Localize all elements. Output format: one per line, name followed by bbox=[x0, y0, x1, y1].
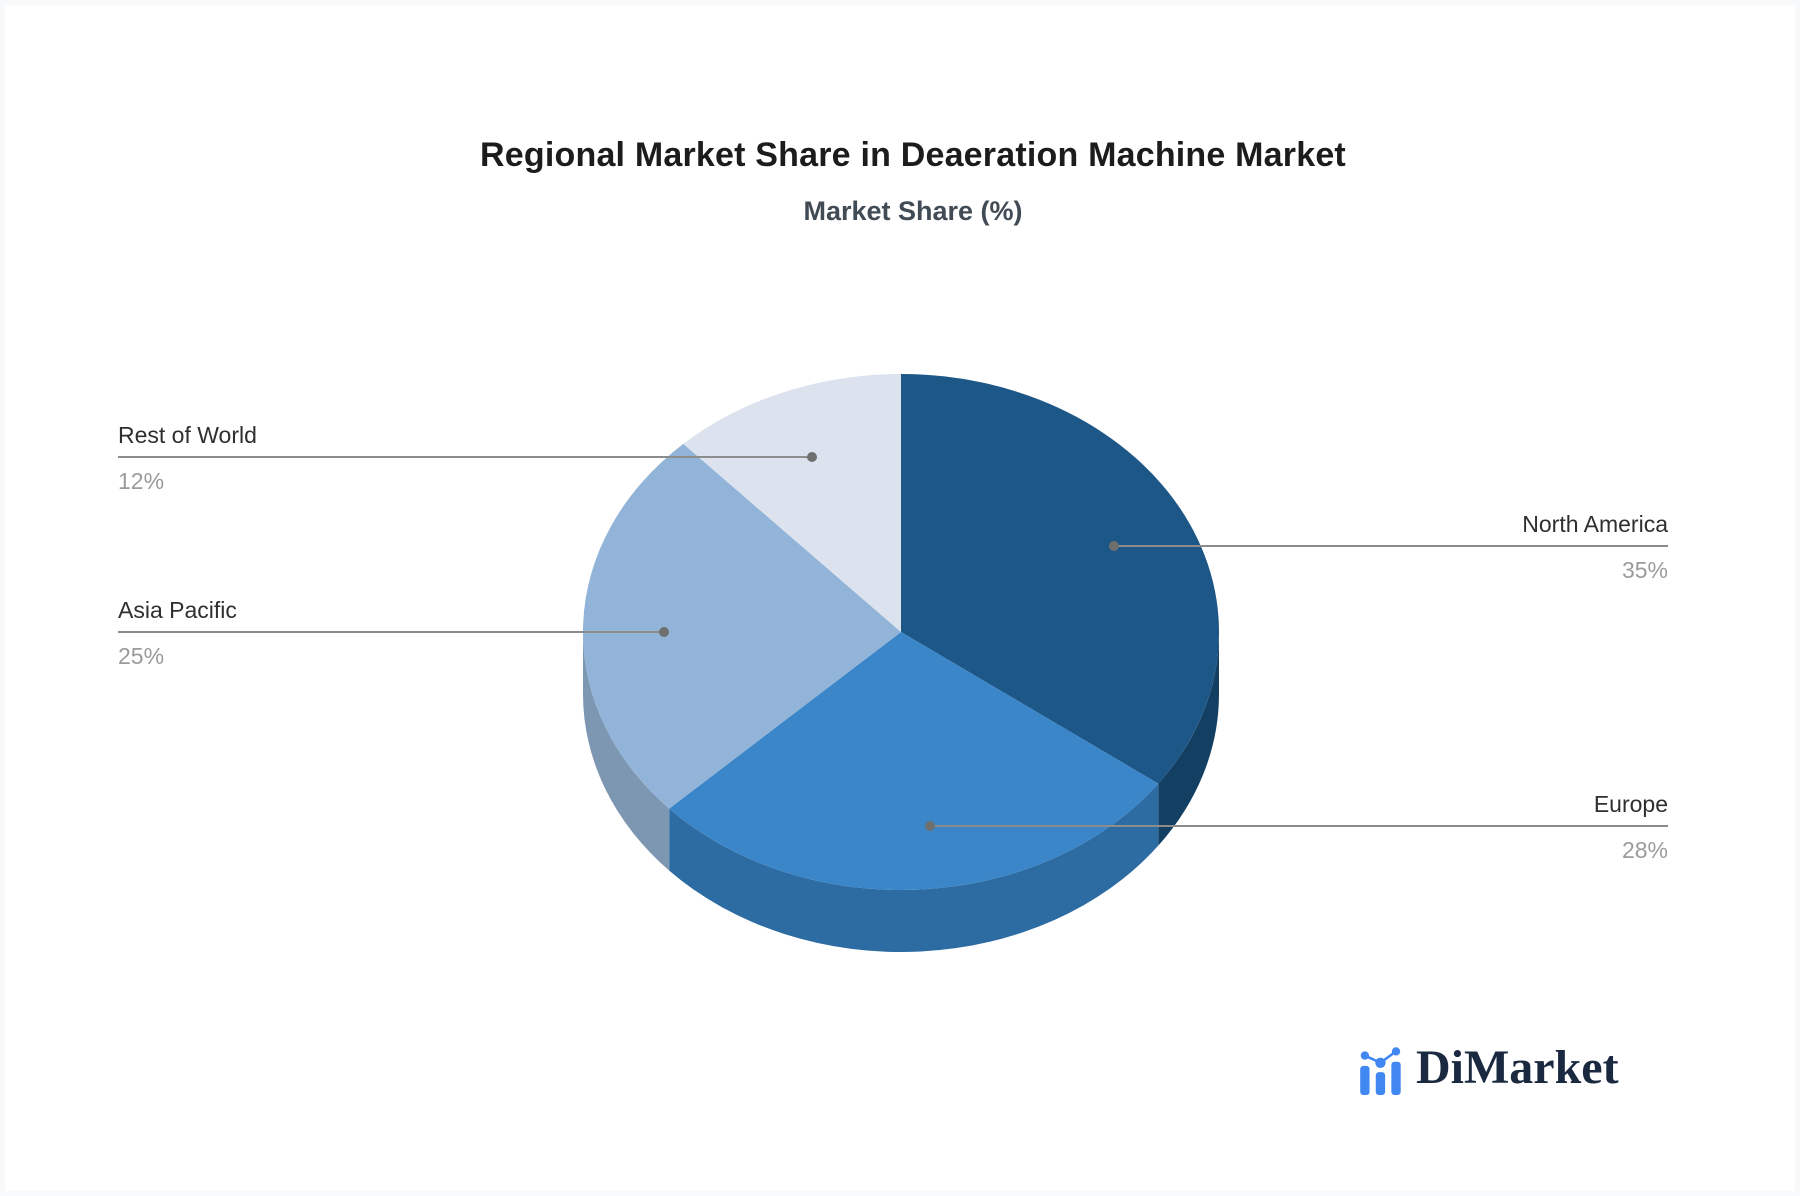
pie-slice-rest-of-world[interactable] bbox=[683, 374, 901, 632]
pie-slice-north-america[interactable] bbox=[901, 374, 1220, 784]
chart-title: Regional Market Share in Deaeration Mach… bbox=[480, 136, 1346, 174]
pie-slice-side-north-america bbox=[1158, 632, 1219, 846]
pie-slice-side-europe bbox=[669, 783, 1159, 953]
slice-label-asia-pacific: Asia Pacific bbox=[118, 597, 237, 623]
slice-value-europe: 28% bbox=[1621, 837, 1668, 863]
slice-value-asia-pacific: 25% bbox=[118, 643, 165, 669]
callout-dot-europe bbox=[925, 821, 935, 831]
bar-chart-trend-icon bbox=[1360, 1047, 1401, 1095]
brand-logo[interactable]: DiMarket bbox=[1360, 1038, 1619, 1098]
brand-name: DiMarket bbox=[1416, 1041, 1619, 1094]
slice-value-rest-of-world: 12% bbox=[118, 468, 165, 494]
slice-label-north-america: North America bbox=[1522, 511, 1668, 537]
chart-subtitle: Market Share (%) bbox=[803, 196, 1023, 226]
slice-label-rest-of-world: Rest of World bbox=[118, 422, 257, 448]
pie-slice-asia-pacific[interactable] bbox=[583, 443, 901, 809]
callout-dot-rest-of-world bbox=[807, 452, 817, 462]
callout-dot-north-america bbox=[1109, 541, 1119, 551]
callout-dot-asia-pacific bbox=[659, 627, 669, 637]
slice-label-europe: Europe bbox=[1593, 791, 1668, 817]
pie-slice-side-asia-pacific bbox=[583, 632, 670, 871]
slice-value-north-america: 35% bbox=[1621, 557, 1668, 583]
